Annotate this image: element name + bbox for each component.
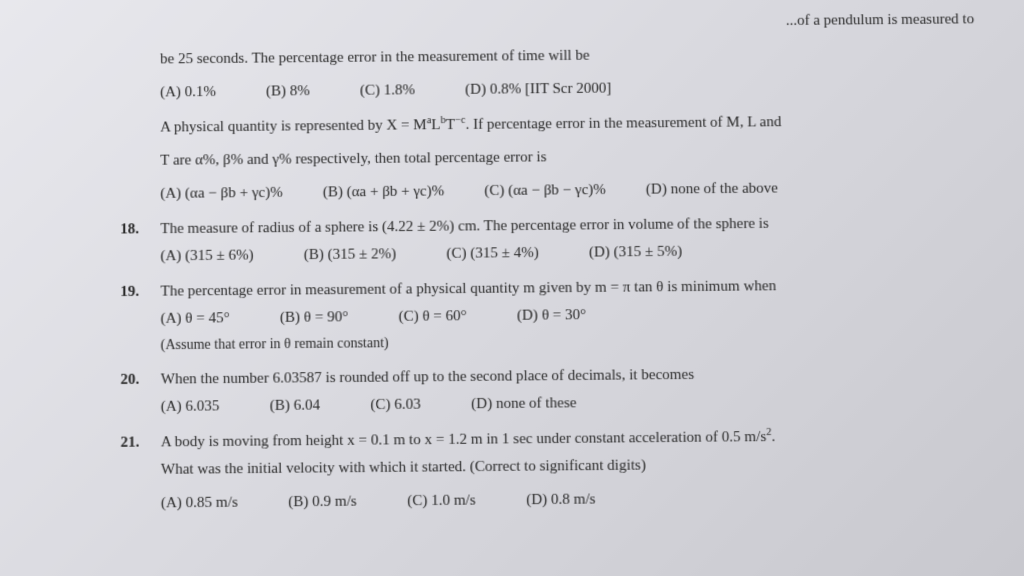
q17-line2: T are α%, β% and γ% respectively, then t… [160, 140, 986, 174]
option-c: (C) 1.8% [360, 77, 415, 105]
option-c: (C) 6.03 [370, 392, 421, 420]
q21-options: (A) 0.85 m/s (B) 0.9 m/s (C) 1.0 m/s (D)… [161, 483, 992, 518]
q20-number: 20. [120, 367, 160, 395]
option-c: (C) (αa − βb − γc)% [484, 177, 606, 205]
option-d: (D) (315 ± 5%) [589, 239, 682, 267]
option-b: (B) 0.9 m/s [288, 489, 357, 517]
question-19: 19. The percentage error in measurement … [120, 271, 989, 359]
q17-line1: A physical quantity is represented by X … [160, 107, 986, 141]
option-a: (A) 6.035 [161, 393, 220, 421]
question-16-partial: ...of a pendulum is measured to be 25 se… [120, 6, 985, 107]
option-a: (A) 0.85 m/s [161, 490, 238, 518]
option-a: (A) (315 ± 6%) [160, 242, 253, 270]
question-20: 20. When the number 6.03587 is rounded o… [120, 359, 990, 421]
question-21: 21. A body is moving from height x = 0.1… [120, 422, 992, 518]
option-a: (A) θ = 45° [161, 305, 230, 333]
option-a: (A) (αa − βb + γc)% [160, 180, 282, 208]
q21-line2: What was the initial velocity with which… [161, 449, 992, 484]
q19-number: 19. [120, 279, 160, 307]
q17-options: (A) (αa − βb + γc)% (B) (αa + βb + γc)% … [160, 174, 987, 208]
option-b: (B) (315 ± 2%) [304, 241, 397, 269]
option-d: (D) 0.8 m/s [526, 486, 596, 514]
q18-number: 18. [120, 216, 160, 244]
q16-line2: be 25 seconds. The percentage error in t… [160, 39, 985, 73]
option-d: (D) 0.8% [IIT Scr 2000] [465, 76, 611, 104]
q21-number: 21. [120, 429, 160, 457]
option-a: (A) 0.1% [160, 79, 216, 107]
option-d: (D) none of these [471, 390, 577, 418]
option-d: (D) θ = 30° [517, 302, 586, 330]
option-d: (D) none of the above [646, 175, 778, 203]
option-b: (B) θ = 90° [280, 304, 348, 332]
option-c: (C) θ = 60° [398, 303, 466, 331]
option-b: (B) (αa + βb + γc)% [323, 178, 445, 206]
option-b: (B) 6.04 [270, 393, 320, 421]
question-17-partial: A physical quantity is represented by X … [120, 107, 987, 208]
q20-options: (A) 6.035 (B) 6.04 (C) 6.03 (D) none of … [161, 387, 991, 422]
q16-trail: ...of a pendulum is measured to [160, 6, 974, 40]
q16-options: (A) 0.1% (B) 8% (C) 1.8% (D) 0.8% [IIT S… [160, 72, 985, 106]
option-c: (C) 1.0 m/s [407, 488, 476, 516]
option-c: (C) (315 ± 4%) [446, 240, 539, 268]
option-b: (B) 8% [266, 78, 310, 105]
question-18: 18. The measure of radius of a sphere is… [120, 209, 988, 271]
